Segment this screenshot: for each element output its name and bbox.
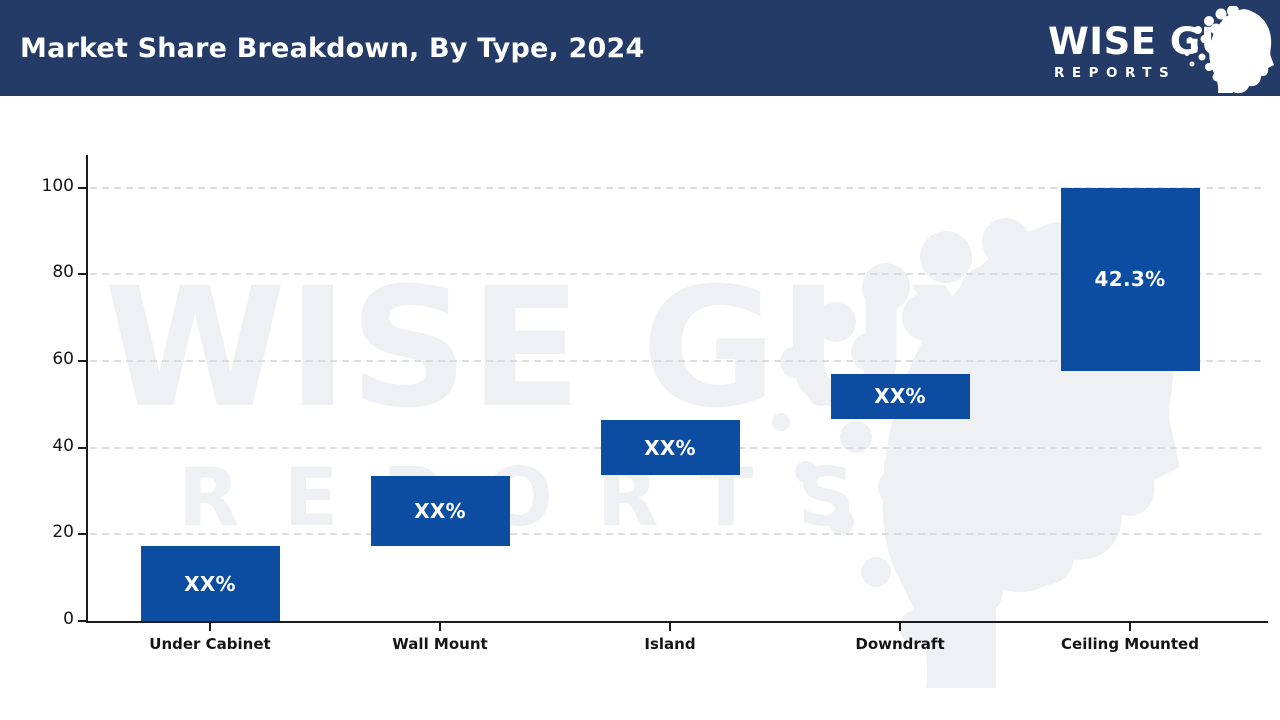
x-category-label: Downdraft [855,635,945,653]
bar-value-label: XX% [184,571,236,596]
y-tick-label: 100 [41,175,74,196]
y-tick-mark [78,273,87,276]
y-tick-mark [78,186,87,189]
y-tick-label: 80 [52,262,74,283]
y-tick-label: 20 [52,522,74,543]
x-tick-mark [669,623,671,631]
head-profile-dots-icon [1185,6,1274,94]
x-category-label: Island [644,635,696,653]
x-tick-mark [209,623,211,631]
y-tick-mark [78,620,87,622]
y-tick-label: 60 [52,349,74,370]
bar-under-cabinet: XX% [140,546,280,621]
y-tick-mark [78,533,87,536]
x-category-label: Wall Mount [392,635,488,653]
x-tick-mark [439,623,441,631]
gridline-60 [90,360,1266,363]
bar-downdraft: XX% [830,373,970,419]
x-tick-mark [1129,623,1131,631]
y-tick-mark [78,446,87,449]
bar-wall-mount: XX% [370,475,510,547]
x-category-label: Ceiling Mounted [1061,635,1199,653]
x-tick-mark [899,623,901,631]
bar-ceiling-mounted: 42.3% [1060,187,1200,371]
x-category-label: Under Cabinet [149,635,271,653]
bar-value-label: XX% [874,384,926,409]
y-axis-line [86,155,88,623]
bar-value-label: 42.3% [1094,267,1166,292]
y-tick-mark [78,360,87,363]
bar-island: XX% [600,419,740,476]
bar-value-label: XX% [644,435,696,460]
brand-subtitle: REPORTS [1054,65,1177,81]
bar-value-label: XX% [414,498,466,523]
y-tick-label: 40 [52,435,74,456]
gridline-20 [90,533,1266,536]
gridline-100 [90,186,1266,189]
brand-logo: WISE GUY REPORTS [1020,4,1274,94]
y-tick-label: 0 [63,609,74,629]
gridline-80 [90,273,1266,276]
page-title: Market Share Breakdown, By Type, 2024 [20,32,645,64]
watermark-brand-subtext: REPORTS [178,451,900,544]
x-axis-line [86,621,1268,623]
header-bar: Market Share Breakdown, By Type, 2024 WI… [0,0,1280,96]
